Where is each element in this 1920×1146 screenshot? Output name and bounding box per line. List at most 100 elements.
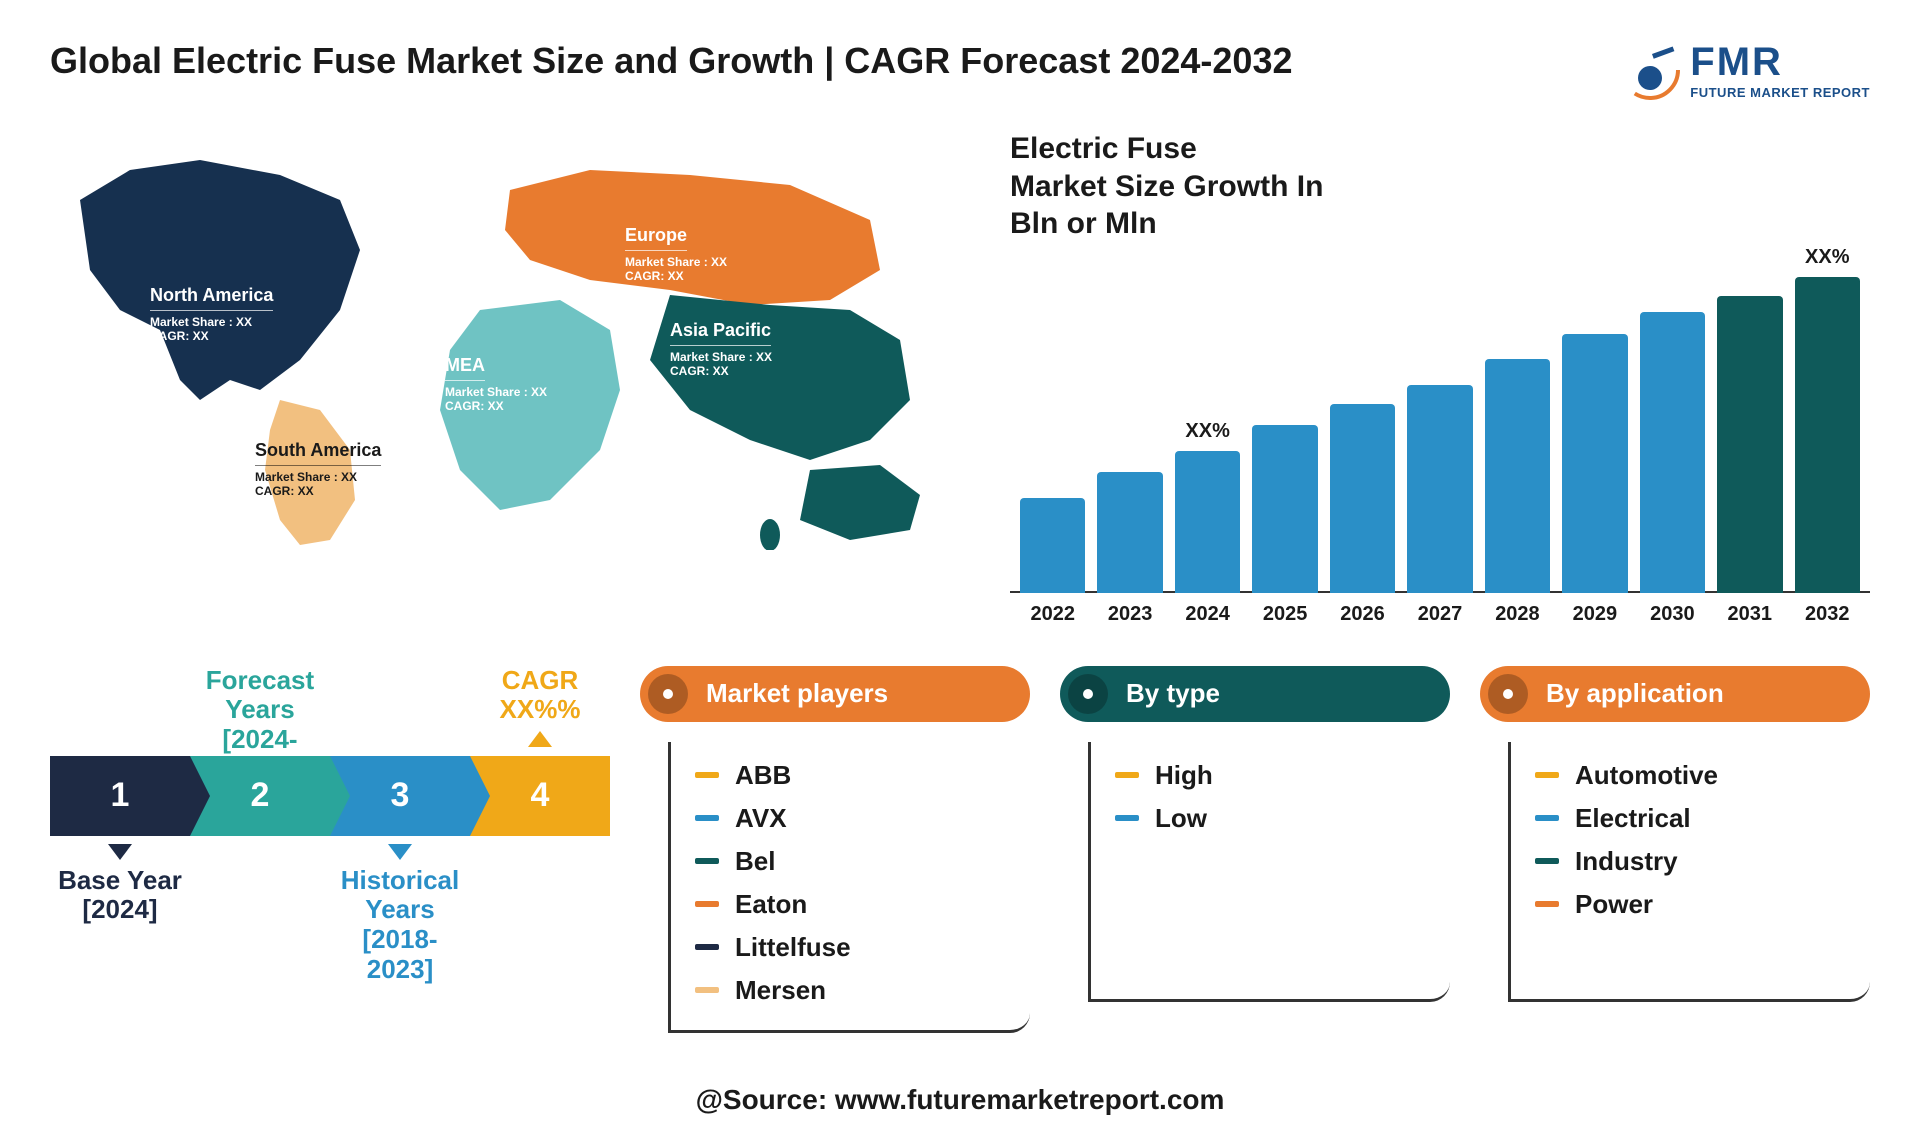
category-pill: By application [1480,666,1870,722]
dash-icon [1535,901,1559,907]
brand-logo: FMR FUTURE MARKET REPORT [1620,40,1870,100]
bar-2031 [1717,296,1782,592]
list-item-label: AVX [735,803,787,834]
timeline-bottom-label-4 [470,844,610,986]
list-item: Littelfuse [695,926,1010,969]
bar-rect [1640,312,1705,592]
category-column-0: Market players ABB AVX Bel Eaton Littelfuse Me… [640,666,1030,1033]
list-item-label: Bel [735,846,775,877]
dash-icon [695,772,719,778]
bullet-icon [1488,674,1528,714]
map-label-south-america: South AmericaMarket Share : XXCAGR: XX [255,440,381,498]
bar-year-label: 2032 [1795,603,1860,626]
list-item: Bel [695,840,1010,883]
region-north-america [80,160,360,400]
bar-rect [1562,334,1627,593]
list-item-label: Littelfuse [735,932,851,963]
timeline-segment-2: 2 [190,756,330,836]
chart-title: Electric FuseMarket Size Growth InBln or… [1010,130,1870,243]
growth-bar-chart: Electric FuseMarket Size Growth InBln or… [1010,130,1870,626]
bar-rect [1175,451,1240,592]
dash-icon [1535,815,1559,821]
bar-2030 [1640,312,1705,592]
bar-2023 [1097,472,1162,592]
category-list: High Low [1088,742,1450,1002]
bar-rect [1330,404,1395,592]
bullet-icon [1068,674,1108,714]
dash-icon [695,987,719,993]
dash-icon [1115,772,1139,778]
map-label-north-america: North AmericaMarket Share : XXCAGR: XX [150,285,273,343]
bullet-icon [648,674,688,714]
list-item: High [1115,754,1430,797]
bar-year-label: 2030 [1640,603,1705,626]
page-title: Global Electric Fuse Market Size and Gro… [50,40,1293,82]
dash-icon [695,858,719,864]
category-pill: By type [1060,666,1450,722]
map-label-asia-pacific: Asia PacificMarket Share : XXCAGR: XX [670,320,772,378]
category-column-1: By type High Low [1060,666,1450,1033]
list-item-label: Eaton [735,889,807,920]
bar-year-label: 2023 [1097,603,1162,626]
dash-icon [695,944,719,950]
bar-year-label: 2026 [1330,603,1395,626]
category-list: Automotive Electrical Industry Power [1508,742,1870,1002]
list-item-label: Low [1155,803,1207,834]
list-item: Low [1115,797,1430,840]
logo-icon [1620,40,1680,100]
bar-callout: XX% [1185,420,1229,443]
bar-callout: XX% [1805,246,1849,269]
list-item: Mersen [695,969,1010,1012]
timeline-bottom-label-3: Historical Years[2018-2023] [330,844,470,986]
region-nz [760,519,780,550]
pill-label: By application [1546,678,1724,709]
list-item-label: Power [1575,889,1653,920]
category-list: ABB AVX Bel Eaton Littelfuse Mersen [668,742,1030,1033]
bar-2026 [1330,404,1395,592]
timeline-bottom-label-2 [190,844,330,986]
bar-year-label: 2027 [1407,603,1472,626]
timeline-bottom-label-1: Base Year[2024] [50,844,190,986]
list-item-label: ABB [735,760,791,791]
bar-year-label: 2025 [1252,603,1317,626]
list-item: AVX [695,797,1010,840]
bar-rect [1252,425,1317,593]
map-label-mea: MEAMarket Share : XXCAGR: XX [445,355,547,413]
list-item: Eaton [695,883,1010,926]
bar-2032: XX% [1795,277,1860,592]
list-item-label: Industry [1575,846,1678,877]
bar-2028 [1485,359,1550,592]
timeline: Forecast Years[2024-2032]CAGRXX%% 1234 B… [50,666,610,986]
bar-year-label: 2022 [1020,603,1085,626]
bar-rect [1097,472,1162,592]
list-item: Automotive [1535,754,1850,797]
bar-2022 [1020,498,1085,592]
list-item-label: Electrical [1575,803,1691,834]
list-item: ABB [695,754,1010,797]
pill-label: Market players [706,678,888,709]
logo-text-main: FMR [1690,40,1870,85]
bar-year-label: 2031 [1717,603,1782,626]
dash-icon [1115,815,1139,821]
timeline-segment-1: 1 [50,756,190,836]
list-item-label: Mersen [735,975,826,1006]
bar-2025 [1252,425,1317,593]
bar-2024: XX% [1175,451,1240,592]
bar-rect [1485,359,1550,592]
source-attribution: @Source: www.futuremarketreport.com [696,1084,1225,1116]
dash-icon [1535,858,1559,864]
dash-icon [1535,772,1559,778]
category-column-2: By application Automotive Electrical Indust… [1480,666,1870,1033]
bar-year-label: 2028 [1485,603,1550,626]
bar-rect [1407,385,1472,592]
timeline-segment-4: 4 [470,756,610,836]
list-item: Industry [1535,840,1850,883]
bar-year-label: 2029 [1562,603,1627,626]
bar-rect [1020,498,1085,592]
category-pill: Market players [640,666,1030,722]
region-australia [800,465,920,540]
bar-year-label: 2024 [1175,603,1240,626]
bar-rect [1795,277,1860,592]
dash-icon [695,901,719,907]
world-map: North AmericaMarket Share : XXCAGR: XX So… [50,130,970,550]
